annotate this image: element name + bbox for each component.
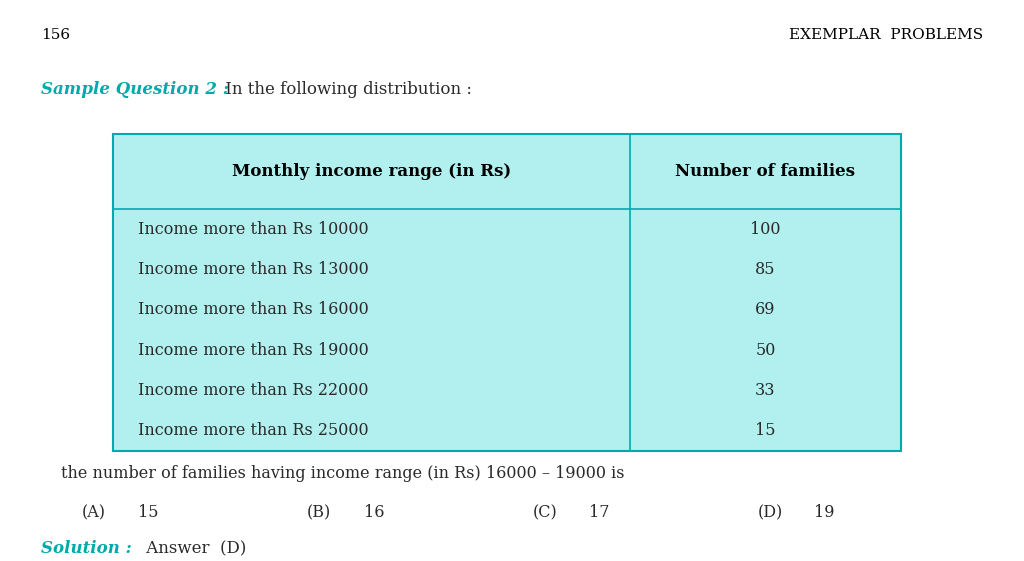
Text: Income more than Rs 25000: Income more than Rs 25000 <box>138 422 369 439</box>
Text: (B): (B) <box>307 504 332 521</box>
Text: Income more than Rs 10000: Income more than Rs 10000 <box>138 220 369 237</box>
Text: (C): (C) <box>532 504 557 521</box>
Text: 69: 69 <box>755 301 776 318</box>
Text: 156: 156 <box>41 28 70 42</box>
Text: Income more than Rs 16000: Income more than Rs 16000 <box>138 301 369 318</box>
Text: (D): (D) <box>758 504 783 521</box>
Text: 16: 16 <box>364 504 384 521</box>
Text: 15: 15 <box>138 504 159 521</box>
Text: Monthly income range (in Rs): Monthly income range (in Rs) <box>231 163 511 180</box>
Text: Income more than Rs 19000: Income more than Rs 19000 <box>138 342 369 358</box>
FancyBboxPatch shape <box>113 134 901 451</box>
Text: Income more than Rs 13000: Income more than Rs 13000 <box>138 261 369 278</box>
Text: In the following distribution :: In the following distribution : <box>220 81 472 98</box>
Text: the number of families having income range (in Rs) 16000 – 19000 is: the number of families having income ran… <box>61 465 625 482</box>
Text: 33: 33 <box>755 382 776 399</box>
Text: Sample Question 2 :: Sample Question 2 : <box>41 81 228 98</box>
Text: Solution :: Solution : <box>41 540 132 557</box>
Text: Number of families: Number of families <box>676 163 855 180</box>
Text: 85: 85 <box>755 261 776 278</box>
Text: 100: 100 <box>751 220 780 237</box>
Text: 15: 15 <box>755 422 776 439</box>
Text: EXEMPLAR  PROBLEMS: EXEMPLAR PROBLEMS <box>788 28 983 42</box>
Text: Answer  (D): Answer (D) <box>141 540 247 557</box>
Text: 19: 19 <box>814 504 835 521</box>
Text: (A): (A) <box>82 504 105 521</box>
Text: 50: 50 <box>756 342 775 358</box>
Text: 17: 17 <box>589 504 609 521</box>
Text: Income more than Rs 22000: Income more than Rs 22000 <box>138 382 369 399</box>
